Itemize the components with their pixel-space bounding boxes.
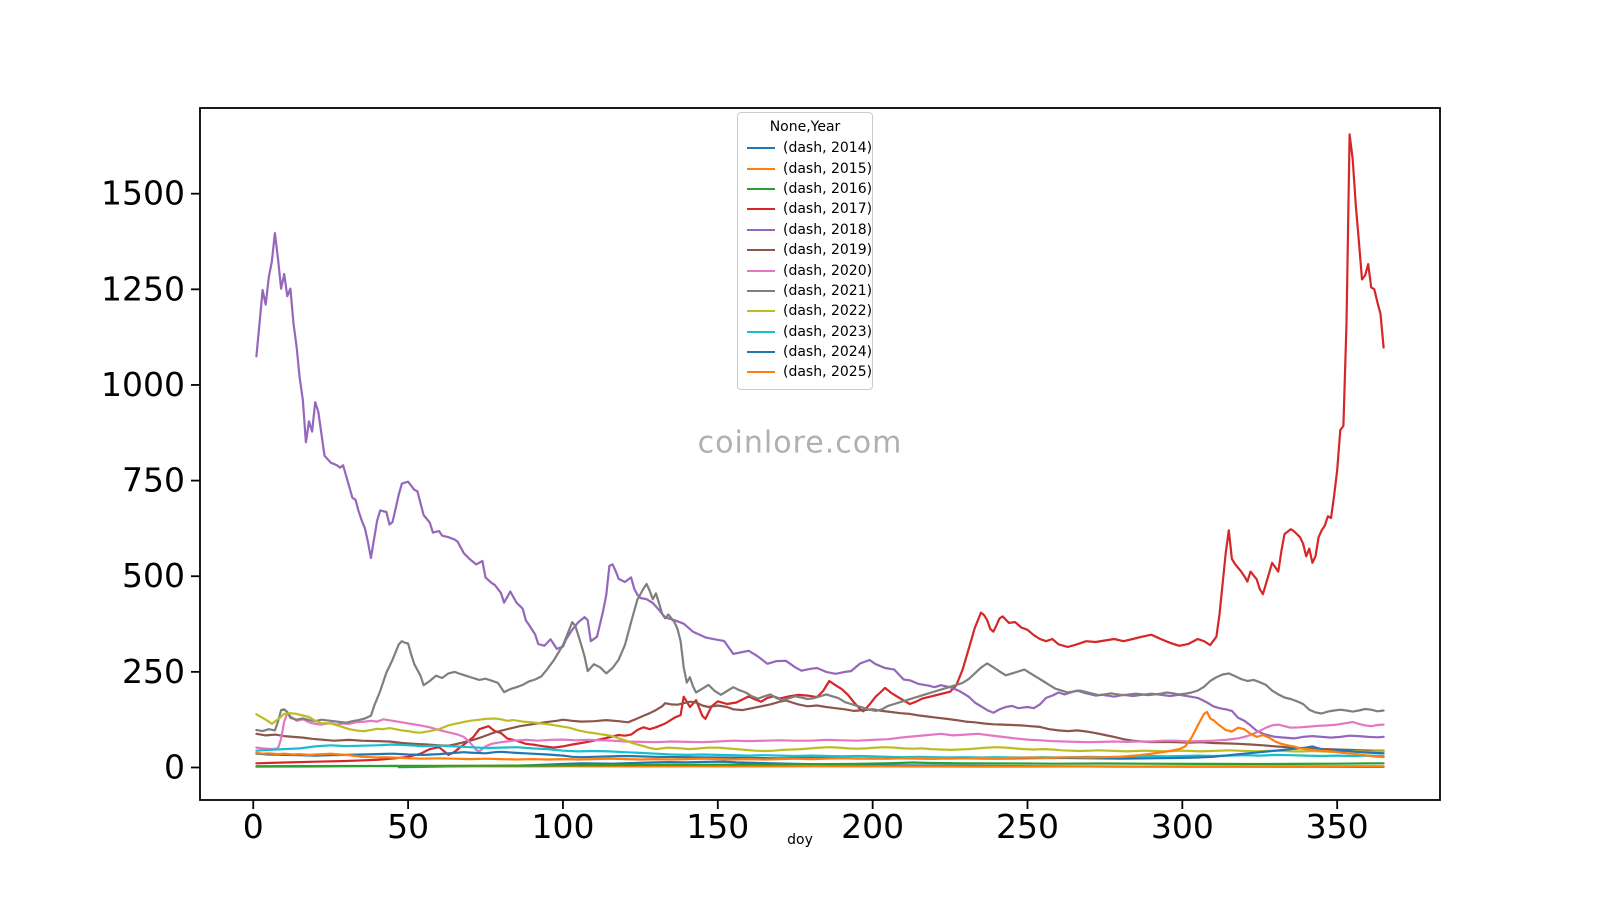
legend-entry-label: (dash, 2017)	[783, 201, 873, 218]
series-line-2025	[255, 710, 1385, 761]
legend-entry-label: (dash, 2024)	[783, 344, 873, 361]
legend-entry-label: (dash, 2023)	[783, 323, 873, 340]
y-tick-label: 1000	[101, 365, 185, 404]
legend-entry: (dash, 2017)	[738, 199, 872, 219]
legend-line-swatch	[747, 289, 775, 292]
x-tick-label: 350	[1306, 807, 1369, 846]
legend-entry: (dash, 2015)	[738, 158, 872, 178]
y-tick-label: 250	[122, 652, 185, 691]
legend-entry: (dash, 2016)	[738, 179, 872, 199]
x-tick-label: 150	[686, 807, 749, 846]
legend-entry: (dash, 2023)	[738, 322, 872, 342]
legend-line-swatch	[747, 208, 775, 211]
legend-entry: (dash, 2025)	[738, 362, 872, 382]
series-line-2020	[255, 712, 1385, 753]
y-tick-label: 0	[164, 747, 185, 786]
legend-entry: (dash, 2021)	[738, 281, 872, 301]
x-tick-label: 100	[531, 807, 594, 846]
legend-entry-label: (dash, 2014)	[783, 140, 873, 157]
legend-entry-label: (dash, 2015)	[783, 160, 873, 177]
legend-line-swatch	[747, 167, 775, 170]
legend-line-swatch	[747, 310, 775, 313]
legend-line-swatch	[747, 147, 775, 150]
x-tick-label: 0	[243, 807, 264, 846]
x-tick-label: 50	[387, 807, 429, 846]
legend-title: None,Year	[769, 119, 841, 135]
series-line-2018	[255, 232, 1385, 740]
x-tick-label: 250	[996, 807, 1059, 846]
legend-line-swatch	[747, 371, 775, 374]
legend-line-swatch	[747, 228, 775, 231]
legend-box: None,Year (dash, 2014) (dash, 2015) (dash,…	[737, 112, 873, 390]
legend-line-swatch	[747, 187, 775, 190]
y-tick-label: 750	[122, 461, 185, 500]
legend-line-swatch	[747, 249, 775, 252]
legend-entry-label: (dash, 2020)	[783, 262, 873, 279]
legend-line-swatch	[747, 330, 775, 333]
legend-entry-label: (dash, 2019)	[783, 242, 873, 259]
axes-frame	[199, 107, 1441, 801]
y-tick-label: 1250	[101, 269, 185, 308]
legend-entry: (dash, 2018)	[738, 220, 872, 240]
legend-entry: (dash, 2014)	[738, 138, 872, 158]
x-axis-title: doy	[787, 832, 813, 848]
legend-line-swatch	[747, 351, 775, 354]
legend-entry: (dash, 2020)	[738, 260, 872, 280]
legend-entry-label: (dash, 2021)	[783, 282, 873, 299]
series-line-2016	[255, 761, 1385, 768]
y-tick-label: 1500	[101, 174, 185, 213]
legend-entry: (dash, 2022)	[738, 301, 872, 321]
series-line-2021	[255, 582, 1385, 733]
x-tick-label: 300	[1151, 807, 1214, 846]
legend-entry-label: (dash, 2025)	[783, 364, 873, 381]
legend-entry-label: (dash, 2016)	[783, 180, 873, 197]
legend-entry: (dash, 2019)	[738, 240, 872, 260]
legend-entry-label: (dash, 2018)	[783, 221, 873, 238]
series-line-2022	[255, 712, 1385, 753]
y-tick-label: 500	[122, 556, 185, 595]
legend-line-swatch	[747, 269, 775, 272]
watermark: coinlore.com	[697, 425, 903, 461]
legend-entries: (dash, 2014) (dash, 2015) (dash, 2016) (das…	[738, 138, 872, 383]
x-tick-label: 200	[841, 807, 904, 846]
series-line-2023	[255, 743, 1385, 759]
legend-entry: (dash, 2024)	[738, 342, 872, 362]
legend-entry-label: (dash, 2022)	[783, 303, 873, 320]
